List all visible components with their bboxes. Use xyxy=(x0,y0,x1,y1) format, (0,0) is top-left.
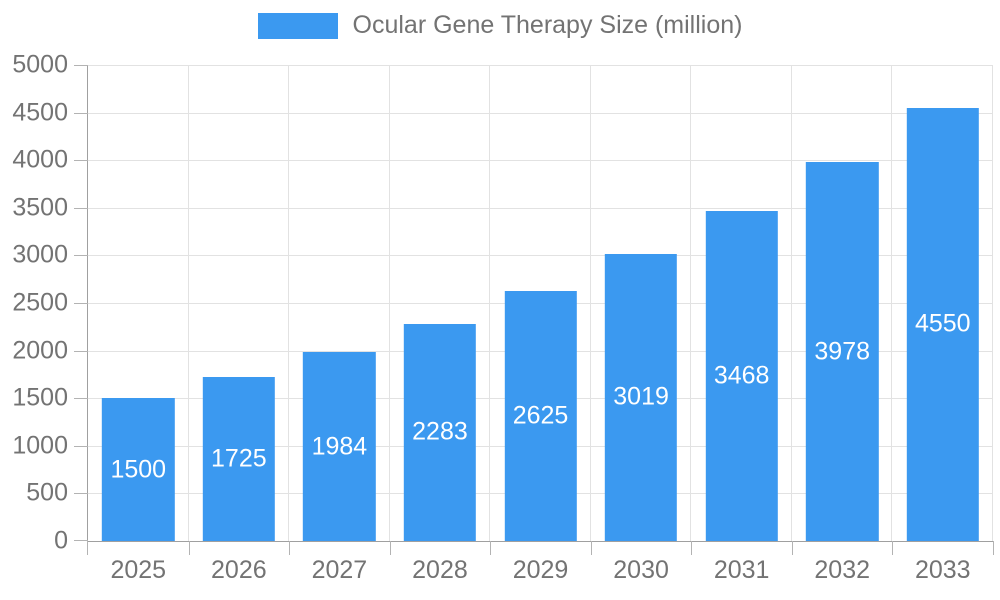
bar[interactable]: 2283 xyxy=(403,323,477,541)
bar-category: 2625 xyxy=(490,65,591,541)
bar[interactable]: 3468 xyxy=(705,210,778,541)
bar[interactable]: 1725 xyxy=(202,376,276,541)
h-gridline xyxy=(88,160,993,162)
y-axis-tick xyxy=(74,160,88,162)
x-axis-label: 2033 xyxy=(914,556,971,584)
x-axis-label: 2026 xyxy=(211,556,267,584)
bar-category: 1500 xyxy=(88,65,189,541)
y-axis-tick xyxy=(74,493,88,495)
bar-category: 1725 xyxy=(189,65,290,541)
x-axis-ticks xyxy=(87,541,994,555)
y-axis-tick xyxy=(74,112,88,114)
h-gridline xyxy=(88,255,993,257)
y-axis-tick xyxy=(74,65,88,66)
x-axis-line xyxy=(88,541,993,542)
y-axis-label: 1000 xyxy=(12,431,68,460)
y-axis-ticks xyxy=(74,65,88,541)
v-gridline xyxy=(187,65,189,541)
x-axis-tick xyxy=(791,541,793,555)
y-axis-label: 3000 xyxy=(12,240,68,269)
x-axis-tick xyxy=(590,541,592,555)
x-axis-tick xyxy=(289,541,291,555)
bar-category: 3468 xyxy=(691,65,792,541)
y-axis-tick xyxy=(74,540,88,541)
bar-value-label: 2283 xyxy=(412,417,468,446)
x-axis-tick xyxy=(389,541,391,555)
y-axis-label: 500 xyxy=(26,478,68,507)
h-gridline xyxy=(88,112,993,114)
h-gridline xyxy=(88,207,993,209)
bar-value-label: 3978 xyxy=(814,337,871,366)
plot-area: 1500 1725 1984 2283 2625 3019 3468 3978 4550 xyxy=(87,65,993,542)
y-axis-label: 3500 xyxy=(12,193,68,222)
legend-swatch xyxy=(257,12,338,39)
v-gridline xyxy=(388,65,390,541)
bar-category: 1984 xyxy=(289,65,390,541)
legend-item[interactable]: Ocular Gene Therapy Size (million) xyxy=(0,11,1000,40)
y-axis-tick xyxy=(74,255,88,257)
v-gridline xyxy=(891,65,893,541)
bar-category: 3019 xyxy=(591,65,692,541)
bar[interactable]: 4550 xyxy=(906,107,979,541)
y-axis-label: 1500 xyxy=(12,383,68,412)
legend-label: Ocular Gene Therapy Size (million) xyxy=(352,11,743,39)
x-axis-tick xyxy=(87,541,88,555)
bar-series: 1500 1725 1984 2283 2625 3019 3468 3978 4550 xyxy=(88,65,993,541)
y-axis-tick xyxy=(74,445,88,447)
bar-value-label: 1500 xyxy=(110,455,167,484)
v-gridline xyxy=(489,65,491,541)
x-axis-tick xyxy=(993,541,994,555)
bar-value-label: 3019 xyxy=(613,382,669,411)
y-axis-label: 4000 xyxy=(12,145,68,174)
v-gridline xyxy=(589,65,591,541)
y-axis-label: 5000 xyxy=(12,50,68,79)
y-axis-tick xyxy=(74,398,88,400)
x-axis-tick xyxy=(691,541,693,555)
bar-value-label: 3468 xyxy=(713,361,770,390)
y-axis-label: 0 xyxy=(54,526,68,555)
x-axis-label: 2029 xyxy=(512,556,569,584)
v-gridline xyxy=(288,65,290,541)
x-axis-tick xyxy=(490,541,492,555)
bar[interactable]: 2625 xyxy=(504,291,577,541)
h-gridline xyxy=(88,65,993,66)
x-axis-label: 2025 xyxy=(110,556,167,584)
bar-value-label: 4550 xyxy=(914,309,971,338)
v-gridline xyxy=(690,65,692,541)
v-gridline xyxy=(992,65,993,541)
x-axis-label: 2027 xyxy=(311,556,368,584)
y-axis-label: 4500 xyxy=(12,98,68,127)
bar-category: 3978 xyxy=(792,65,893,541)
bar-value-label: 2625 xyxy=(512,401,569,430)
bar-value-label: 1984 xyxy=(311,432,368,461)
x-axis-label: 2031 xyxy=(713,556,770,584)
v-gridline xyxy=(790,65,792,541)
x-axis-label: 2032 xyxy=(814,556,871,584)
y-axis-tick xyxy=(74,303,88,304)
x-axis-tick xyxy=(892,541,894,555)
y-axis-tick xyxy=(74,350,88,352)
y-axis-labels: 5000 4500 4000 3500 3000 2500 2000 1500 1000 500 0 xyxy=(0,51,68,555)
bar-category: 4550 xyxy=(893,65,994,541)
y-axis-tick xyxy=(74,207,88,209)
x-axis-label: 2028 xyxy=(412,556,468,584)
x-axis-labels: 2025 2026 2027 2028 2029 2030 2031 2032 2033 xyxy=(88,556,993,588)
y-axis-label: 2000 xyxy=(12,336,68,365)
bar[interactable]: 3978 xyxy=(806,162,879,541)
bar[interactable]: 1984 xyxy=(303,352,376,541)
x-axis-tick xyxy=(188,541,190,555)
x-axis-label: 2030 xyxy=(613,556,669,584)
bar-category: 2283 xyxy=(390,65,491,541)
bar[interactable]: 3019 xyxy=(604,253,678,541)
y-axis-label: 2500 xyxy=(12,288,68,317)
bar-value-label: 1725 xyxy=(211,444,267,473)
bar[interactable]: 1500 xyxy=(102,398,175,541)
